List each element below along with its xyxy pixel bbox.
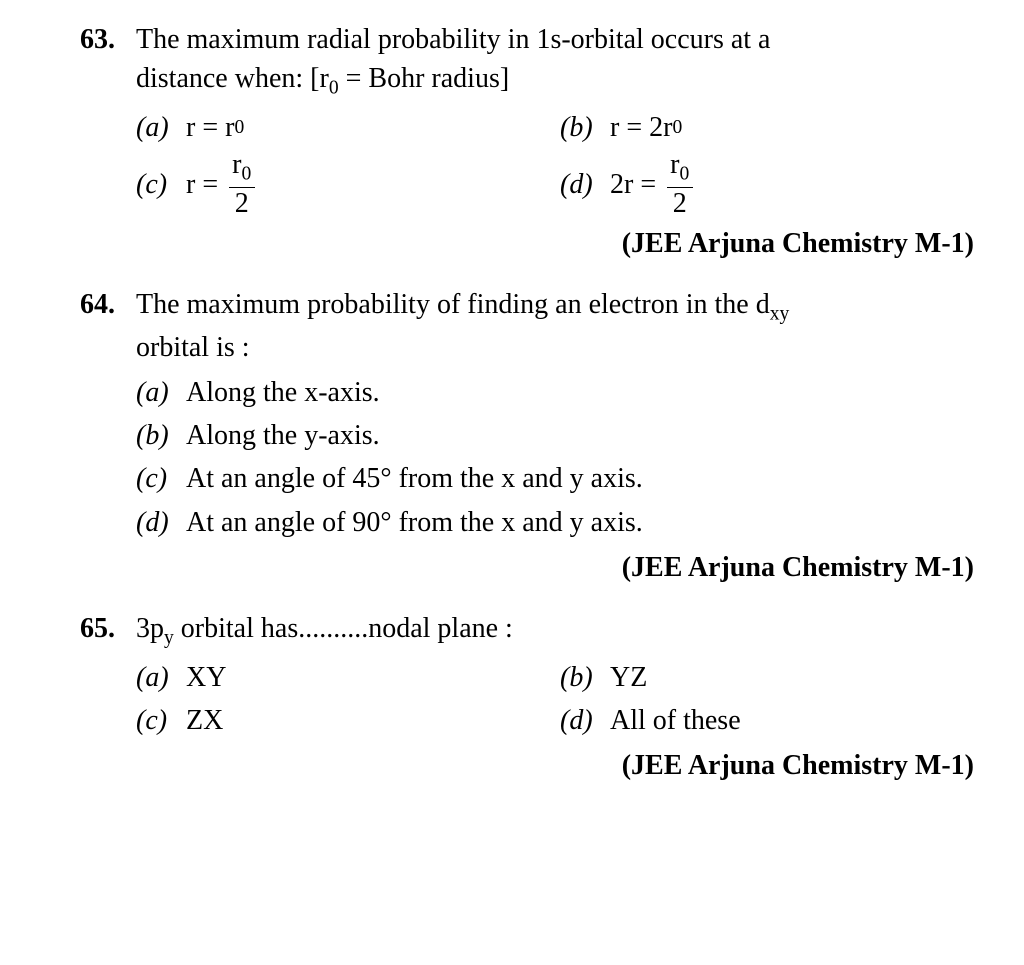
question-number: 64.: [80, 285, 136, 324]
option-label: (b): [560, 108, 600, 147]
fraction-denominator: 2: [667, 187, 693, 218]
option-text: Along the x-axis.: [186, 373, 380, 412]
option-d: (d) 2r = r0 2: [560, 151, 984, 217]
option-b: (b) YZ: [560, 658, 984, 697]
stem-text-prefix: 3p: [136, 613, 164, 644]
stem-subscript: xy: [770, 303, 790, 324]
options-block: (a) XY (b) YZ (c) ZX: [136, 658, 984, 740]
option-label: (a): [136, 108, 176, 147]
num-sub: 0: [679, 164, 689, 185]
option-d: (d) All of these: [560, 701, 984, 740]
question-source: (JEE Arjuna Chemistry M-1): [136, 224, 984, 263]
option-math-pre: 2r =: [610, 165, 656, 204]
question-body: 3py orbital has..........nodal plane : (…: [136, 609, 984, 796]
question-63: 63. The maximum radial probability in 1s…: [80, 20, 984, 273]
option-a: (a) Along the x-axis.: [136, 373, 984, 412]
option-text: r = r0: [186, 108, 244, 147]
option-math-pre: r =: [186, 165, 218, 204]
stem-text-prefix: distance when: [r: [136, 63, 329, 94]
question-row: 64. The maximum probability of finding a…: [80, 285, 984, 597]
options-block: (a) r = r0 (b) r = 2r0: [136, 108, 984, 217]
option-math-pre: r = r: [186, 108, 234, 147]
question-64: 64. The maximum probability of finding a…: [80, 285, 984, 597]
num-sub: 0: [241, 164, 251, 185]
option-label: (a): [136, 658, 176, 697]
fraction: r0 2: [664, 151, 695, 217]
option-text: Along the y-axis.: [186, 416, 380, 455]
question-source: (JEE Arjuna Chemistry M-1): [136, 548, 984, 587]
stem-text-prefix: The maximum probability of finding an el…: [136, 289, 770, 320]
option-text: XY: [186, 658, 226, 697]
option-a: (a) r = r0: [136, 108, 560, 147]
option-label: (c): [136, 701, 176, 740]
question-stem-line1: The maximum radial probability in 1s-orb…: [136, 20, 984, 59]
fraction-numerator: r0: [226, 151, 257, 186]
fraction-denominator: 2: [229, 187, 255, 218]
option-label: (a): [136, 373, 176, 412]
option-label: (d): [136, 503, 176, 542]
option-label: (c): [136, 165, 176, 204]
fraction: r0 2: [226, 151, 257, 217]
question-stem-line2: orbital is :: [136, 328, 984, 367]
option-row: (a) XY (b) YZ: [136, 658, 984, 697]
option-math-sub: 0: [672, 114, 682, 141]
option-c: (c) ZX: [136, 701, 560, 740]
stem-subscript: 0: [329, 78, 339, 99]
option-text: ZX: [186, 701, 223, 740]
question-row: 63. The maximum radial probability in 1s…: [80, 20, 984, 273]
option-text: At an angle of 90° from the x and y axis…: [186, 503, 643, 542]
option-text: r = r0 2: [186, 151, 261, 217]
fraction-numerator: r0: [664, 151, 695, 186]
question-stem-line2: distance when: [r0 = Bohr radius]: [136, 59, 984, 102]
option-text: r = 2r0: [610, 108, 682, 147]
option-math-pre: r = 2r: [610, 108, 672, 147]
option-math-sub: 0: [234, 114, 244, 141]
option-label: (c): [136, 459, 176, 498]
options-block: (a) Along the x-axis. (b) Along the y-ax…: [136, 373, 984, 542]
option-c: (c) At an angle of 45° from the x and y …: [136, 459, 984, 498]
option-d: (d) At an angle of 90° from the x and y …: [136, 503, 984, 542]
option-a: (a) XY: [136, 658, 560, 697]
question-row: 65. 3py orbital has..........nodal plane…: [80, 609, 984, 796]
option-label: (b): [560, 658, 600, 697]
option-text: All of these: [610, 701, 741, 740]
option-row: (c) r = r0 2: [136, 151, 984, 217]
question-body: The maximum probability of finding an el…: [136, 285, 984, 597]
question-number: 65.: [80, 609, 136, 648]
option-row: (c) ZX (d) All of these: [136, 701, 984, 740]
option-b: (b) Along the y-axis.: [136, 416, 984, 455]
question-stem-line1: The maximum probability of finding an el…: [136, 285, 984, 328]
option-row: (a) r = r0 (b) r = 2r0: [136, 108, 984, 147]
exam-page: 63. The maximum radial probability in 1s…: [0, 0, 1024, 827]
stem-text-suffix: = Bohr radius]: [339, 63, 510, 94]
option-label: (d): [560, 165, 600, 204]
question-65: 65. 3py orbital has..........nodal plane…: [80, 609, 984, 796]
option-label: (b): [136, 416, 176, 455]
stem-text-suffix: orbital has..........nodal plane :: [174, 613, 513, 644]
option-text: 2r = r0 2: [610, 151, 699, 217]
option-text: At an angle of 45° from the x and y axis…: [186, 459, 643, 498]
option-label: (d): [560, 701, 600, 740]
question-body: The maximum radial probability in 1s-orb…: [136, 20, 984, 273]
option-c: (c) r = r0 2: [136, 151, 560, 217]
question-stem: 3py orbital has..........nodal plane :: [136, 609, 984, 652]
question-source: (JEE Arjuna Chemistry M-1): [136, 746, 984, 785]
stem-subscript: y: [164, 628, 174, 649]
question-number: 63.: [80, 20, 136, 59]
option-text: YZ: [610, 658, 647, 697]
option-b: (b) r = 2r0: [560, 108, 984, 147]
